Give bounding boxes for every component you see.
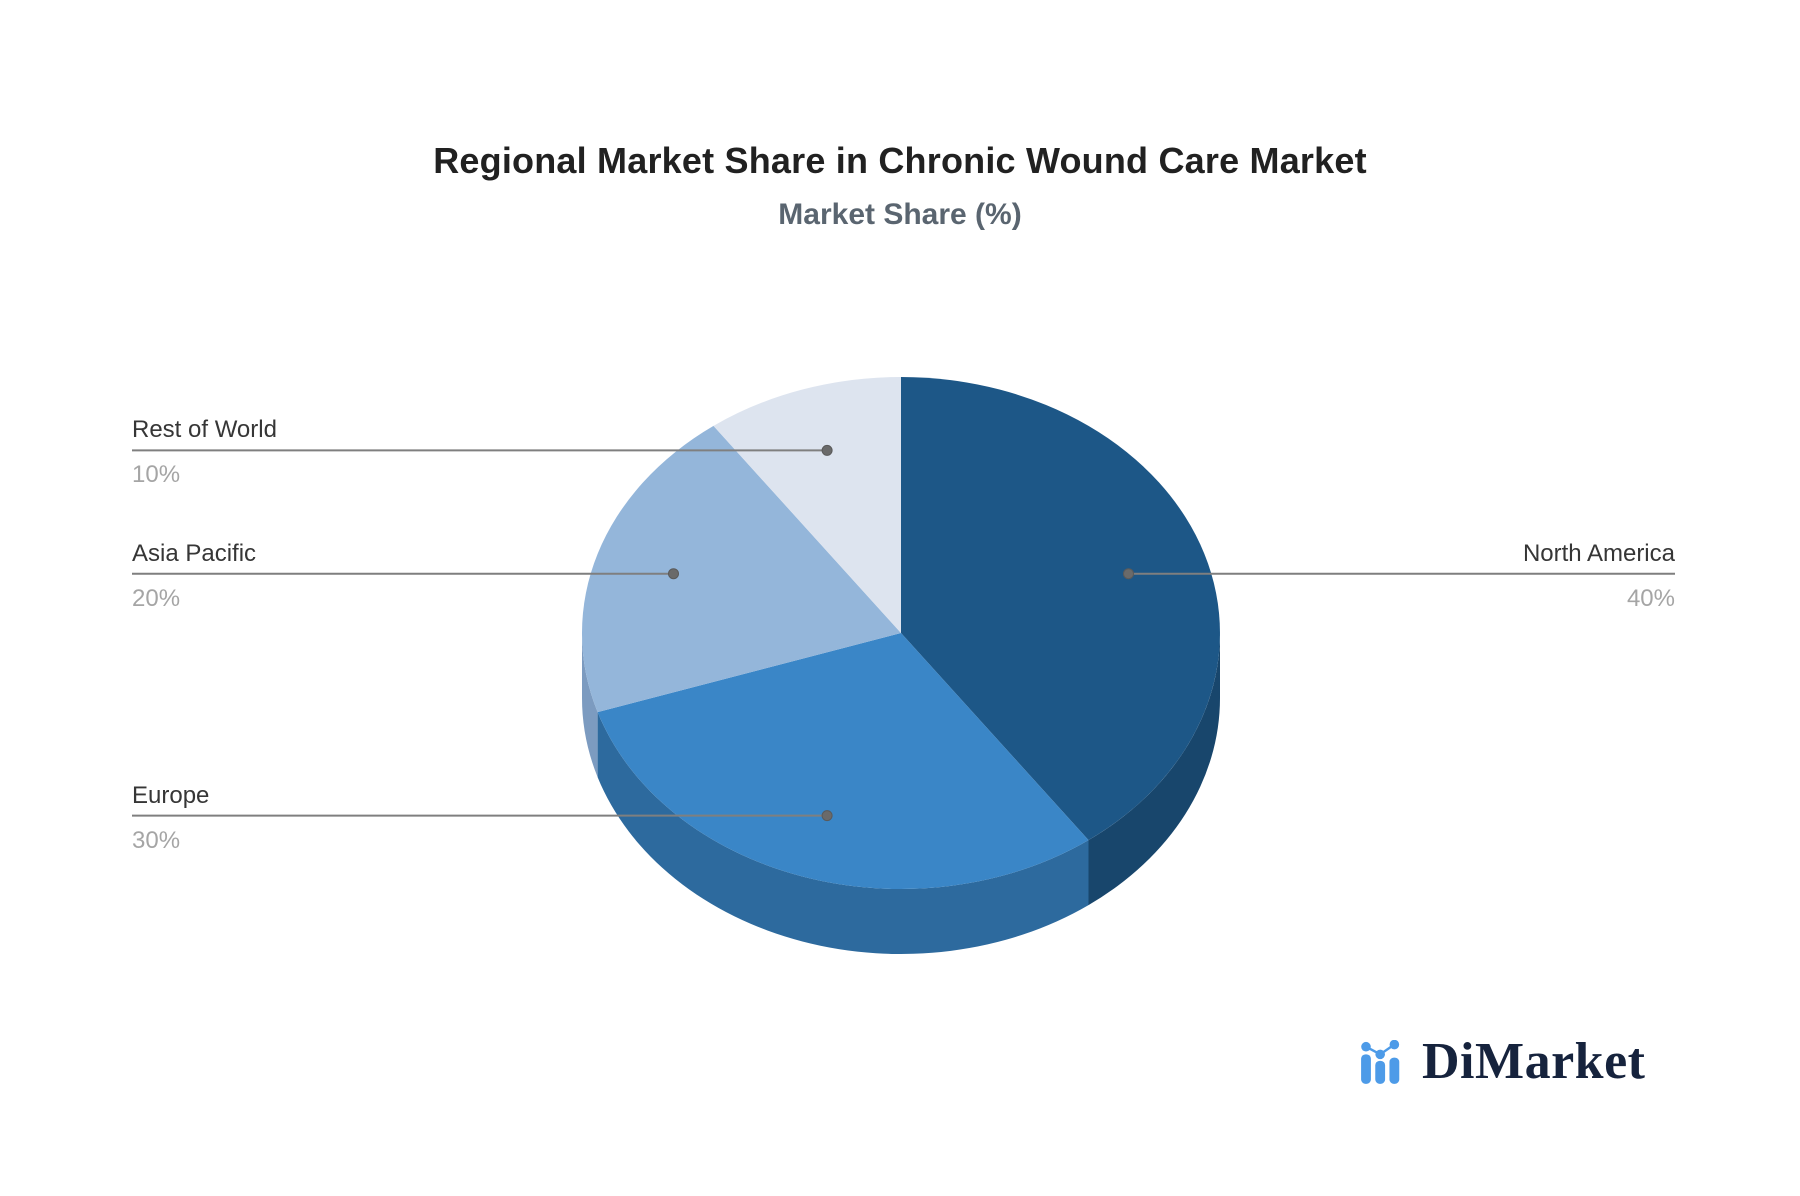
dimarket-logo: DiMarket [1360, 1033, 1646, 1090]
bar-trend-logo-icon [1361, 1040, 1400, 1084]
pie-side-asia-pacific [582, 633, 598, 778]
callout-value-north-america: 40% [1626, 584, 1675, 612]
pie-side-europe [597, 712, 1089, 954]
leader-dot-rest-of-world [821, 444, 833, 456]
callout-value-rest-of-world: 10% [132, 461, 181, 489]
callout-value-asia-pacific: 20% [132, 584, 181, 612]
callout-label-europe: Europe [132, 781, 210, 809]
leader-dot-north-america [1123, 568, 1134, 580]
pie-slice-rest-of-world[interactable] [713, 377, 902, 633]
leader-dot-asia-pacific [668, 568, 679, 580]
callout-value-europe: 30% [132, 826, 181, 854]
callout-label-north-america: North America [1522, 539, 1675, 567]
pie-slice-europe[interactable] [597, 633, 1089, 889]
chart-subtitle: Market Share (%) [778, 198, 1022, 231]
chart-title: Regional Market Share in Chronic Wound C… [433, 140, 1367, 181]
callout-label-rest-of-world: Rest of World [132, 416, 277, 444]
leader-dot-europe [821, 810, 833, 822]
pie-slice-asia-pacific[interactable] [581, 425, 901, 713]
callout-label-asia-pacific: Asia Pacific [132, 539, 257, 567]
logo-wordmark: DiMarket [1422, 1033, 1646, 1090]
pie-side-north-america [1088, 633, 1220, 906]
pie-slice-north-america[interactable] [901, 377, 1220, 841]
